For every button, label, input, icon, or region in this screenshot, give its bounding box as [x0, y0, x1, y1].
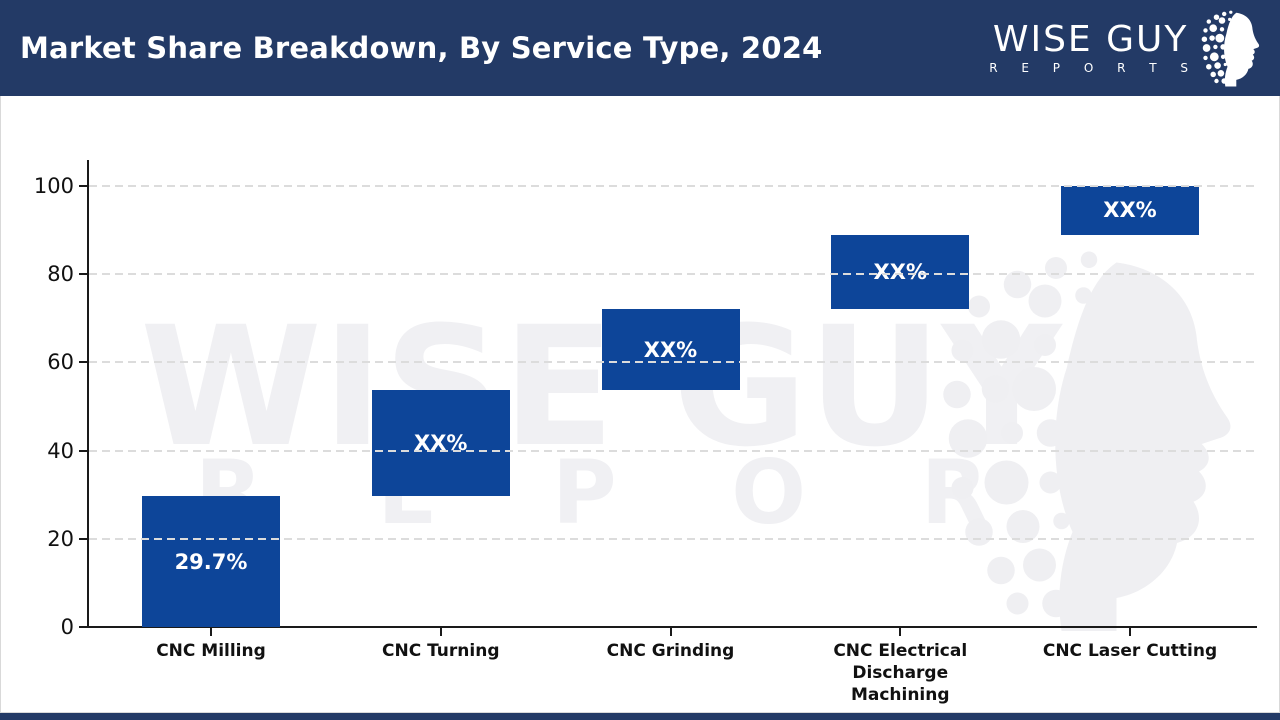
bar-segment-1: 29.7%	[142, 496, 280, 627]
bar-segment-5: XX%	[1061, 186, 1199, 235]
y-axis-line	[87, 160, 89, 627]
x-tick-1	[210, 628, 212, 636]
y-tick-60	[79, 361, 87, 364]
x-tick-2	[439, 628, 442, 636]
gridline-60	[89, 361, 1257, 364]
header-bar: Market Share Breakdown, By Service Type,…	[0, 0, 1280, 96]
y-tick-40	[79, 449, 87, 452]
x-tick-3	[669, 628, 672, 636]
x-axis-line	[87, 626, 1257, 628]
brand-name: WISE GUY	[992, 19, 1189, 61]
bar-value-label: XX%	[643, 337, 698, 362]
gridline-80	[89, 273, 1257, 276]
x-tick-4	[899, 628, 902, 636]
y-tick-label-20: 20	[47, 526, 74, 551]
gridline-100	[89, 185, 1257, 187]
y-tick-label-60: 60	[47, 350, 74, 375]
brand-text: WISE GUY R E P O R T S	[983, 21, 1198, 75]
x-category-label-2: CNC Turning	[381, 641, 500, 661]
brand-logo: WISE GUY R E P O R T S	[983, 8, 1266, 88]
wiseguy-head-logo-icon	[1201, 10, 1260, 87]
bar-value-label: XX%	[1103, 198, 1157, 223]
bar-segment-4: XX%	[831, 234, 970, 310]
brand-subtitle: R E P O R T S	[989, 60, 1198, 75]
x-category-label-5: CNC Laser Cutting	[1042, 641, 1218, 661]
bar-value-label: XX%	[873, 259, 927, 284]
x-category-label-3: CNC Grinding	[606, 641, 735, 661]
gridline-40	[89, 449, 1257, 452]
y-tick-20	[79, 537, 87, 540]
bar-value-label: 29.7%	[174, 549, 248, 574]
bar-segment-2: XX%	[371, 390, 510, 496]
y-tick-80	[79, 273, 87, 276]
x-category-label-4: CNC Electrical Discharge Machining	[833, 641, 968, 706]
y-tick-label-40: 40	[47, 438, 74, 463]
y-tick-label-100: 100	[33, 174, 74, 198]
x-category-label-1: CNC Milling	[156, 641, 266, 661]
bar-segment-3: XX%	[601, 309, 740, 391]
gridline-20	[89, 537, 1257, 540]
chart-title: Market Share Breakdown, By Service Type,…	[20, 31, 823, 65]
x-tick-5	[1129, 628, 1131, 636]
y-tick-label-0: 0	[60, 615, 74, 639]
footer-bar	[0, 713, 1280, 720]
y-tick-0	[79, 626, 87, 628]
y-tick-label-80: 80	[47, 262, 74, 287]
y-tick-100	[79, 185, 87, 187]
